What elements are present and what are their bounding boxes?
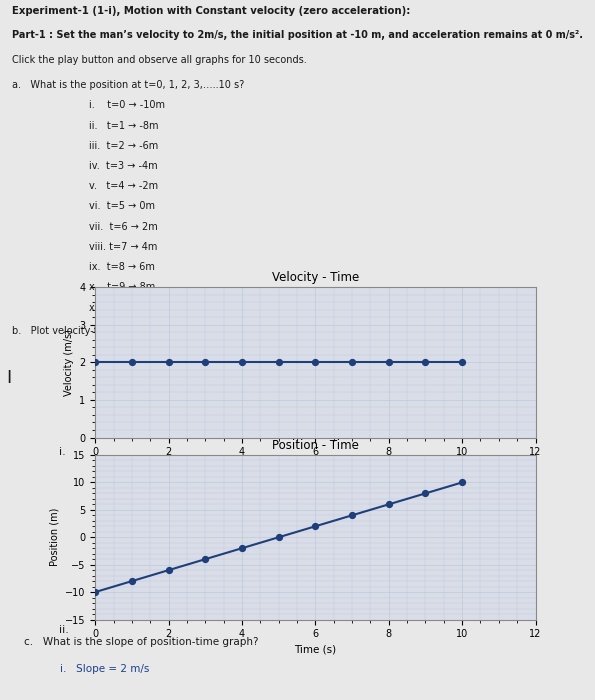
X-axis label: Time (s): Time (s) xyxy=(295,645,336,654)
Text: v.   t=4 → -2m: v. t=4 → -2m xyxy=(89,181,158,191)
Text: c.   What is the slope of position-time graph?: c. What is the slope of position-time gr… xyxy=(24,637,258,647)
Point xyxy=(274,357,283,368)
Point xyxy=(237,357,247,368)
Title: Position - Time: Position - Time xyxy=(272,440,359,452)
Y-axis label: Position (m): Position (m) xyxy=(49,508,60,566)
Point xyxy=(347,510,357,521)
Text: i.   Slope = 2 m/s: i. Slope = 2 m/s xyxy=(60,664,149,673)
Title: Velocity - Time: Velocity - Time xyxy=(272,272,359,284)
Point xyxy=(127,357,137,368)
Point xyxy=(127,575,137,587)
Text: i.    t=0 → -10m: i. t=0 → -10m xyxy=(89,101,165,111)
Text: ix.  t=8 → 6m: ix. t=8 → 6m xyxy=(89,262,155,272)
Point xyxy=(458,357,467,368)
Y-axis label: Velocity (m/s): Velocity (m/s) xyxy=(64,329,74,396)
Text: vi.  t=5 → 0m: vi. t=5 → 0m xyxy=(89,202,155,211)
Point xyxy=(421,357,430,368)
Point xyxy=(384,357,393,368)
Point xyxy=(384,498,393,510)
Text: Part-1 : Set the man’s velocity to 2m/s, the initial position at -10 m, and acce: Part-1 : Set the man’s velocity to 2m/s,… xyxy=(12,30,583,40)
Text: x.   t=9 → 8m: x. t=9 → 8m xyxy=(89,282,155,293)
Point xyxy=(458,477,467,488)
Point xyxy=(311,357,320,368)
Text: ii.: ii. xyxy=(60,625,70,635)
Text: viii. t=7 → 4m: viii. t=7 → 4m xyxy=(89,242,158,252)
Text: Experiment-1 (1-i), Motion with Constant velocity (zero acceleration):: Experiment-1 (1-i), Motion with Constant… xyxy=(12,6,411,15)
Point xyxy=(347,357,357,368)
Text: ii.   t=1 → -8m: ii. t=1 → -8m xyxy=(89,120,159,131)
Point xyxy=(237,542,247,554)
Point xyxy=(90,357,100,368)
Point xyxy=(164,564,173,575)
Point xyxy=(201,554,210,565)
Text: xi.  t=10 → 10m: xi. t=10 → 10m xyxy=(89,302,167,312)
Text: i.: i. xyxy=(60,447,66,456)
Text: a.   What is the position at t=0, 1, 2, 3,…..10 s?: a. What is the position at t=0, 1, 2, 3,… xyxy=(12,80,244,90)
X-axis label: Time (s): Time (s) xyxy=(295,463,336,473)
Point xyxy=(201,357,210,368)
Text: Click the play button and observe all graphs for 10 seconds.: Click the play button and observe all gr… xyxy=(12,55,306,65)
Text: b.   Plot velocity-time graph and position- time graph.: b. Plot velocity-time graph and position… xyxy=(12,326,274,337)
Text: I: I xyxy=(6,369,11,387)
Point xyxy=(274,532,283,543)
Point xyxy=(311,521,320,532)
Text: iv.  t=3 → -4m: iv. t=3 → -4m xyxy=(89,161,158,171)
Point xyxy=(164,357,173,368)
Text: iii.  t=2 → -6m: iii. t=2 → -6m xyxy=(89,141,158,151)
Point xyxy=(90,587,100,598)
Text: vii.  t=6 → 2m: vii. t=6 → 2m xyxy=(89,222,158,232)
Point xyxy=(421,488,430,499)
